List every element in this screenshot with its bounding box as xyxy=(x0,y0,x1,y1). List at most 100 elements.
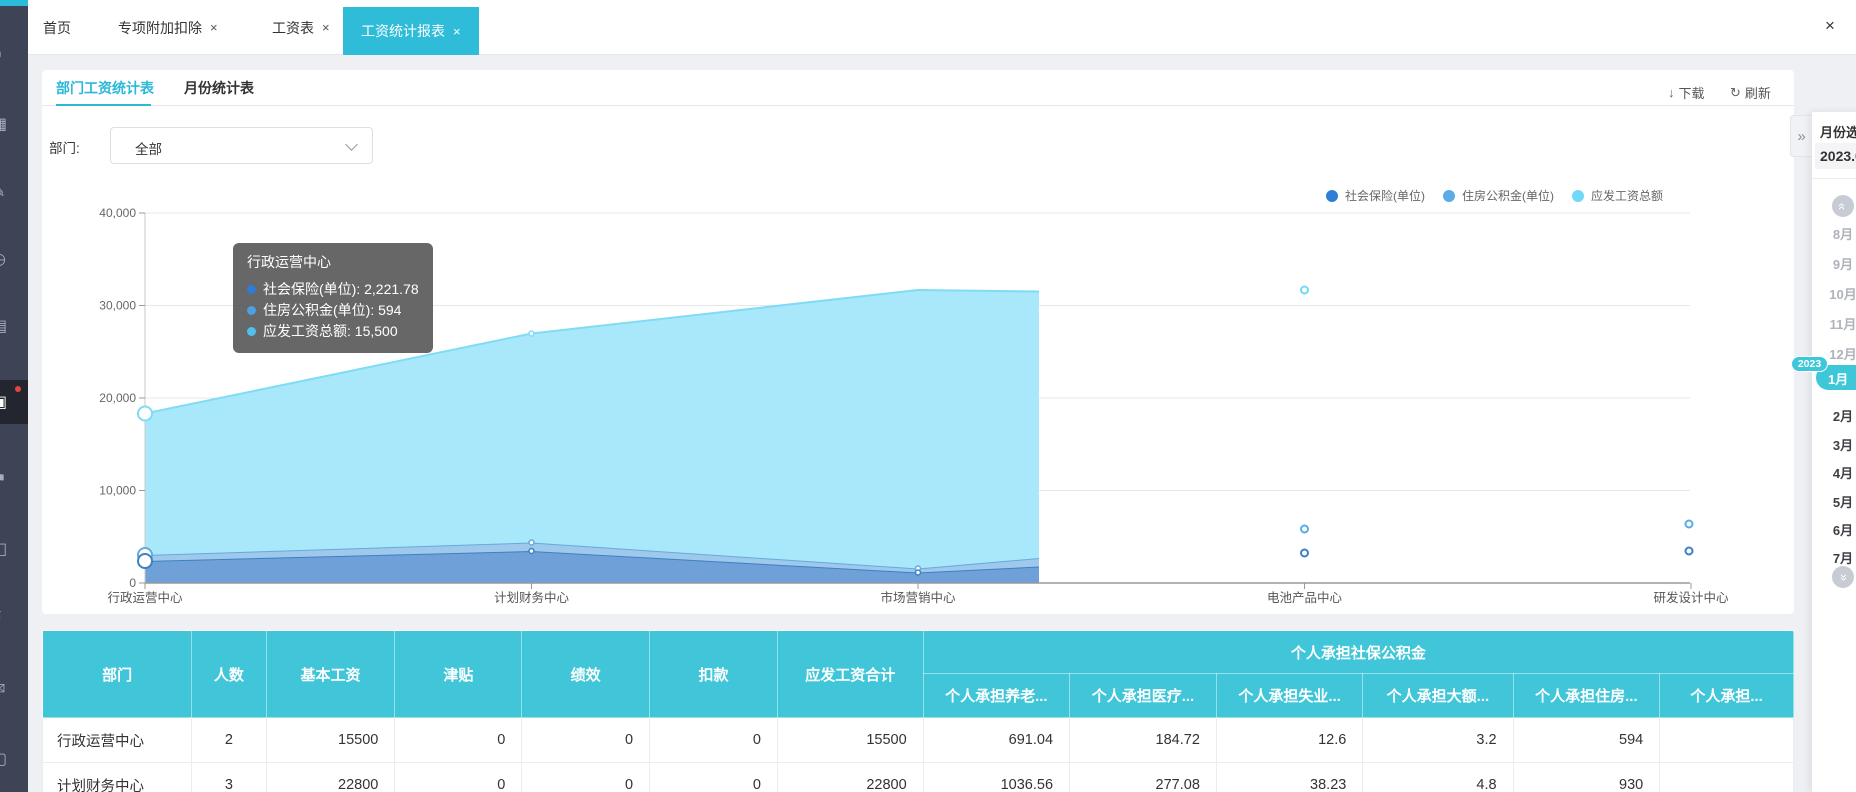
current-month-value: 2023.0 xyxy=(1820,148,1856,164)
tab-label: 工资表 xyxy=(272,19,314,36)
table-cell xyxy=(1659,762,1794,792)
legend-item[interactable]: 社会保险(单位) xyxy=(1326,187,1425,204)
column-header[interactable]: 扣款 xyxy=(649,630,778,718)
tab-label: 专项附加扣除 xyxy=(118,19,202,36)
group-column-header: 个人承担社保公积金 xyxy=(922,630,1794,674)
home-icon[interactable]: ⌂ xyxy=(0,44,16,62)
month-item-6月[interactable]: 6月 xyxy=(1832,523,1854,538)
table-cell: 0 xyxy=(394,717,523,763)
legend-dot-icon xyxy=(1572,189,1584,202)
download-label: 下载 xyxy=(1678,86,1705,101)
month-item-3月[interactable]: 3月 xyxy=(1832,438,1854,453)
column-header[interactable]: 个人承担住房... xyxy=(1512,673,1661,718)
close-icon[interactable]: × xyxy=(322,20,330,35)
table-cell: 277.08 xyxy=(1069,762,1217,792)
package-icon[interactable]: ▢ xyxy=(0,749,16,769)
table-cell: 15500 xyxy=(265,717,396,763)
table-cell: 2 xyxy=(191,717,267,763)
chevron-double-up-icon: « xyxy=(1835,202,1851,210)
year-badge: 2023 xyxy=(1791,356,1828,372)
column-header[interactable]: 人数 xyxy=(191,630,267,718)
tab-label: 工资统计报表 xyxy=(361,23,445,39)
tab-special-deduction[interactable]: 专项附加扣除 × xyxy=(118,0,218,55)
refresh-icon: ↻ xyxy=(1730,84,1741,100)
notification-badge xyxy=(15,386,21,392)
table-cell: 594 xyxy=(1512,717,1661,763)
refresh-button[interactable]: ↻ 刷新 xyxy=(1730,83,1771,102)
subtab-department-salary[interactable]: 部门工资统计表 xyxy=(56,80,154,96)
tab-salary-sheet[interactable]: 工资表 × xyxy=(272,0,330,55)
legend-item[interactable]: 应发工资总额 xyxy=(1572,187,1663,204)
sidebar: ⌂ ▦ ✎ ◷ ▤ ▣ ⚑ ◫ ¥ ✉ ▢ xyxy=(0,0,28,792)
salary-report-icon: ▣ xyxy=(0,392,16,412)
legend-label: 社会保险(单位) xyxy=(1345,189,1425,203)
topbar: 首页 专项附加扣除 × 工资表 × 工资统计报表 × × xyxy=(28,0,1856,55)
table-cell: 0 xyxy=(649,762,778,792)
department-select-value: 全部 xyxy=(135,142,162,157)
apps-icon[interactable]: ▦ xyxy=(0,114,16,134)
month-item-9月[interactable]: 9月 xyxy=(1832,257,1854,272)
table-cell: 12.6 xyxy=(1215,717,1364,763)
month-item-4月[interactable]: 4月 xyxy=(1832,466,1854,481)
legend-item[interactable]: 住房公积金(单位) xyxy=(1443,187,1554,204)
column-header[interactable]: 个人承担大额... xyxy=(1362,673,1514,718)
month-picker-panel: 月份选择 2023.0 « 1月 « 8月 9月 10月 11月 12月 2月 3月 4月 5月… xyxy=(1812,112,1856,792)
message-icon[interactable]: ✉ xyxy=(0,679,16,699)
scroll-down-button[interactable]: « xyxy=(1832,566,1854,588)
download-icon: ↓ xyxy=(1668,85,1675,100)
column-header[interactable]: 基本工资 xyxy=(265,630,396,718)
month-item-5月[interactable]: 5月 xyxy=(1832,495,1854,510)
edit-icon[interactable]: ✎ xyxy=(0,182,16,202)
table-cell: 行政运营中心 xyxy=(42,717,193,763)
tab-home-label: 首页 xyxy=(43,19,71,36)
column-header[interactable]: 个人承担医疗... xyxy=(1069,673,1217,718)
sidebar-item-active[interactable]: ▣ xyxy=(0,380,28,424)
panel-collapse-button[interactable]: » xyxy=(1790,115,1812,157)
month-item-12月[interactable]: 12月 xyxy=(1829,347,1856,362)
month-panel-title: 月份选择 xyxy=(1820,125,1856,140)
workbench-icon[interactable]: ◫ xyxy=(0,539,16,559)
month-item-8月[interactable]: 8月 xyxy=(1832,227,1854,242)
table-row[interactable]: 计划财务中心 3 22800 0 0 0 22800 1036.56 277.08 38.23 4.… xyxy=(42,762,1794,792)
month-item-10月[interactable]: 10月 xyxy=(1829,287,1856,302)
chart-legend: 社会保险(单位) 住房公积金(单位) 应发工资总额 xyxy=(1326,187,1663,204)
download-button[interactable]: ↓ 下载 xyxy=(1668,83,1705,102)
close-icon[interactable]: × xyxy=(1825,16,1835,35)
selected-month-label: 1月 xyxy=(1828,372,1849,387)
column-header[interactable]: 个人承担失业... xyxy=(1215,673,1364,718)
table-row[interactable]: 行政运营中心 2 15500 0 0 0 15500 691.04 184.72 12.6 3.2 5… xyxy=(42,717,1794,763)
legend-dot-icon xyxy=(1326,189,1338,202)
table-cell: 930 xyxy=(1512,762,1661,792)
legend-label: 住房公积金(单位) xyxy=(1462,189,1554,203)
column-header[interactable]: 个人承担养老... xyxy=(922,673,1071,718)
tab-home[interactable]: 首页 xyxy=(43,0,71,55)
history-icon[interactable]: ◷ xyxy=(0,249,16,269)
table-cell: 0 xyxy=(521,762,651,792)
month-item-2月[interactable]: 2月 xyxy=(1832,409,1854,424)
department-select[interactable]: 全部 xyxy=(110,127,373,164)
legend-label: 应发工资总额 xyxy=(1591,189,1664,203)
column-header[interactable]: 应发工资合计 xyxy=(776,630,924,718)
report-card: 部门工资统计表 月份统计表 ↓ 下载 ↻ 刷新 部门: 全部 社会保险(单位) 住… xyxy=(42,70,1794,614)
column-header[interactable]: 绩效 xyxy=(521,630,651,718)
close-icon[interactable]: × xyxy=(453,23,461,39)
scroll-up-button[interactable]: « xyxy=(1832,195,1854,217)
column-header[interactable]: 津贴 xyxy=(394,630,523,718)
close-icon[interactable]: × xyxy=(210,20,218,35)
column-header[interactable]: 部门 xyxy=(42,630,193,718)
selected-month-pill[interactable]: 1月 xyxy=(1816,365,1856,390)
legend-dot-icon xyxy=(1443,189,1455,202)
table-cell: 3.2 xyxy=(1362,717,1514,763)
table-subheader-row: 个人承担养老... 个人承担医疗... 个人承担失业... 个人承担大额... 个人承担… xyxy=(43,673,1794,718)
flag-icon[interactable]: ⚑ xyxy=(0,469,16,489)
column-header[interactable]: 个人承担... xyxy=(1659,673,1794,718)
subtab-month-stats[interactable]: 月份统计表 xyxy=(184,80,254,96)
ledger-icon[interactable]: ▤ xyxy=(0,316,16,336)
tab-salary-report[interactable]: 工资统计报表 × xyxy=(343,7,479,55)
chevron-double-down-icon: « xyxy=(1835,573,1851,581)
table-cell: 0 xyxy=(394,762,523,792)
table-cell: 15500 xyxy=(776,717,924,763)
month-item-7月[interactable]: 7月 xyxy=(1832,551,1854,566)
month-item-11月[interactable]: 11月 xyxy=(1829,317,1856,332)
currency-icon[interactable]: ¥ xyxy=(0,609,16,627)
